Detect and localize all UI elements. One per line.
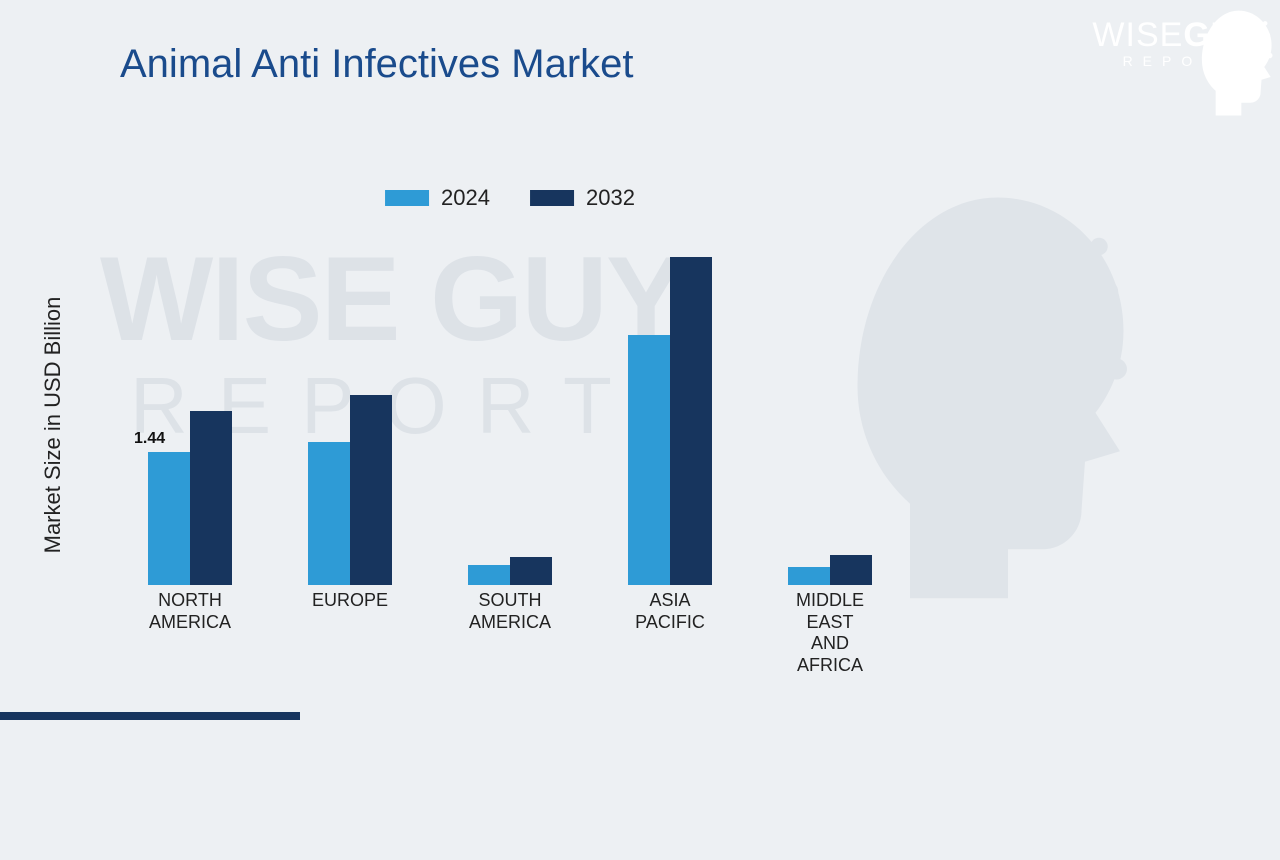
brand-line1: WISEGUY bbox=[1092, 18, 1260, 52]
page-root: WISE GUY REPORTS WISEGUY REPORTS Animal … bbox=[0, 0, 1280, 720]
x-axis-label: NORTHAMERICA bbox=[130, 590, 250, 676]
bar bbox=[510, 557, 552, 585]
bar bbox=[308, 442, 350, 585]
brand-line2: REPORTS bbox=[1092, 54, 1260, 68]
bar-group: 1.44 bbox=[130, 411, 250, 585]
x-axis-label: MIDDLEEASTANDAFRICA bbox=[770, 590, 890, 676]
x-axis-labels: NORTHAMERICA EUROPE SOUTHAMERICA ASIAPACIFI… bbox=[110, 590, 910, 676]
brand-logo: WISEGUY REPORTS bbox=[1092, 18, 1260, 68]
x-axis-label: ASIAPACIFIC bbox=[610, 590, 730, 676]
bar-group bbox=[290, 395, 410, 585]
bar-group bbox=[610, 257, 730, 585]
x-axis-label: EUROPE bbox=[290, 590, 410, 676]
bar bbox=[628, 335, 670, 585]
bar-value-label: 1.44 bbox=[134, 430, 165, 448]
bar bbox=[468, 565, 510, 585]
y-axis-label: Market Size in USD Billion bbox=[40, 297, 66, 554]
chart-title: Animal Anti Infectives Market bbox=[120, 42, 634, 87]
bars-row: 1.44 bbox=[110, 195, 910, 585]
footer-accent-bar bbox=[0, 712, 300, 720]
bar-group bbox=[450, 557, 570, 585]
bar bbox=[350, 395, 392, 585]
chart-container: Market Size in USD Billion 2024 2032 1.4… bbox=[50, 165, 930, 705]
brand-guy: GUY bbox=[1183, 16, 1260, 54]
bar bbox=[190, 411, 232, 585]
bar bbox=[148, 452, 190, 585]
x-axis-label: SOUTHAMERICA bbox=[450, 590, 570, 676]
bar bbox=[670, 257, 712, 585]
plot-area: 2024 2032 1.44 bbox=[110, 195, 910, 585]
bar-group bbox=[770, 555, 890, 585]
bar bbox=[788, 567, 830, 586]
brand-wise: WISE bbox=[1092, 16, 1183, 54]
bar bbox=[830, 555, 872, 585]
